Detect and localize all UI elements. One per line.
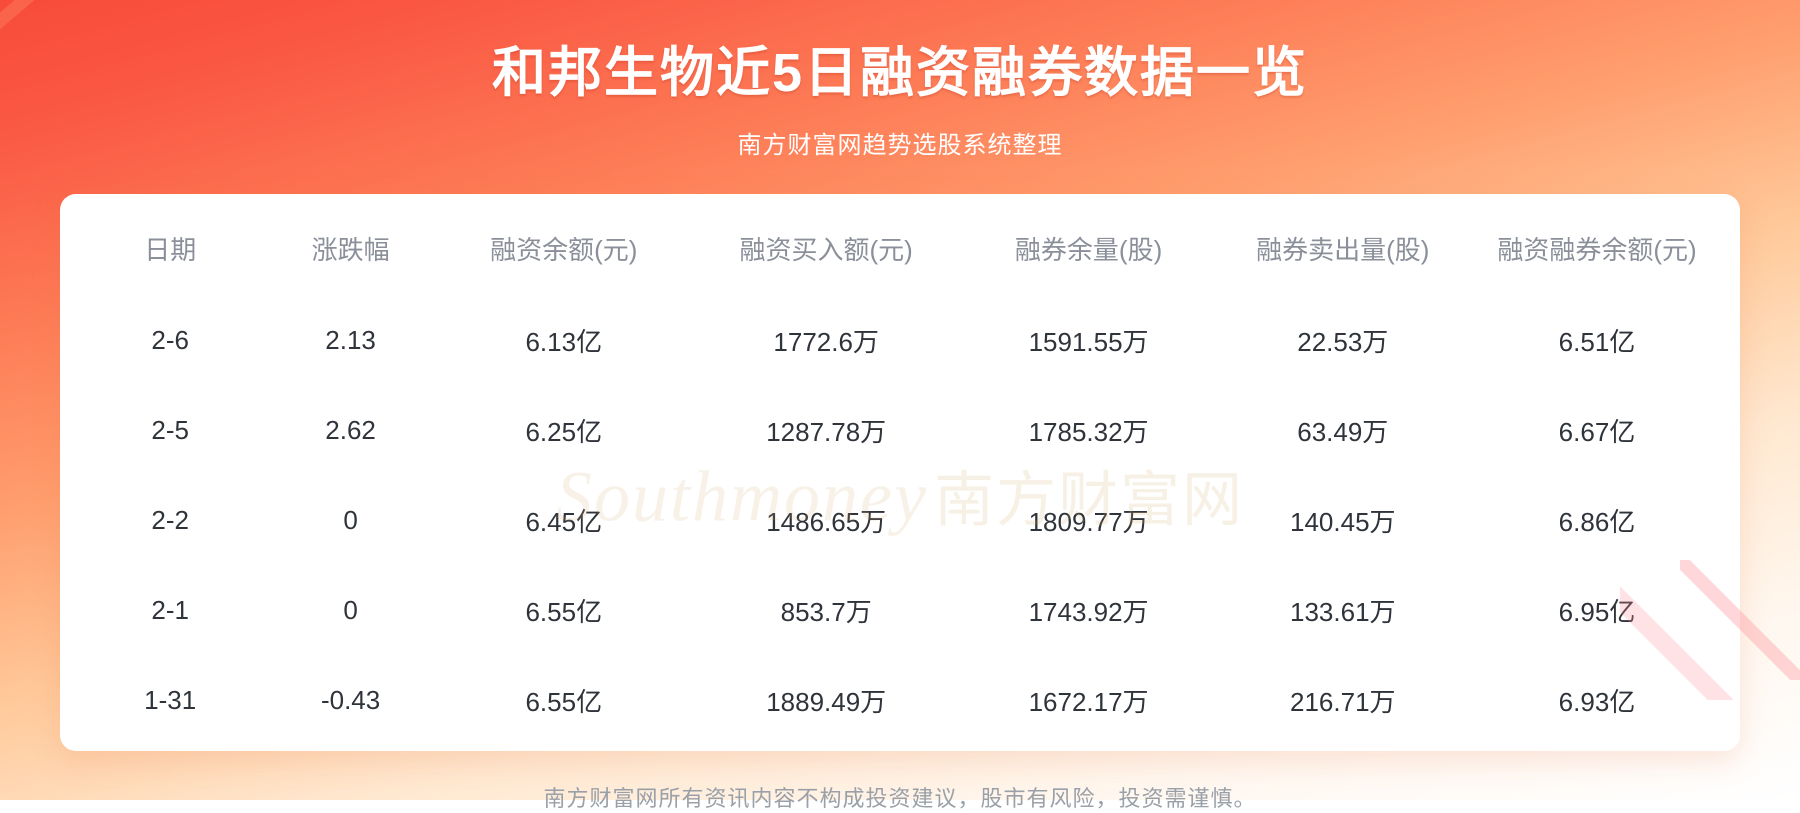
cell-date: 2-6 bbox=[80, 296, 260, 386]
cell-short-balance: 1743.92万 bbox=[966, 566, 1212, 656]
cell-short-sell: 22.53万 bbox=[1212, 296, 1474, 386]
cell-margin-buy: 1772.6万 bbox=[687, 296, 966, 386]
cell-short-sell: 133.61万 bbox=[1212, 566, 1474, 656]
col-total-balance: 融资融券余额(元) bbox=[1474, 206, 1720, 296]
cell-total-balance: 6.51亿 bbox=[1474, 296, 1720, 386]
cell-change-pct: 2.13 bbox=[260, 296, 440, 386]
cell-change-pct: -0.43 bbox=[260, 656, 440, 746]
cell-date: 2-5 bbox=[80, 386, 260, 476]
cell-short-balance: 1672.17万 bbox=[966, 656, 1212, 746]
table-row: 2-5 2.62 6.25亿 1287.78万 1785.32万 63.49万 … bbox=[80, 386, 1720, 476]
cell-margin-balance: 6.13亿 bbox=[441, 296, 687, 386]
table-row: 2-2 0 6.45亿 1486.65万 1809.77万 140.45万 6.… bbox=[80, 476, 1720, 566]
col-date: 日期 bbox=[80, 206, 260, 296]
cell-short-sell: 140.45万 bbox=[1212, 476, 1474, 566]
cell-short-balance: 1591.55万 bbox=[966, 296, 1212, 386]
cell-margin-balance: 6.55亿 bbox=[441, 656, 687, 746]
cell-short-sell: 216.71万 bbox=[1212, 656, 1474, 746]
table-header-row: 日期 涨跌幅 融资余额(元) 融资买入额(元) 融券余量(股) 融券卖出量(股)… bbox=[80, 206, 1720, 296]
col-change-pct: 涨跌幅 bbox=[260, 206, 440, 296]
cell-total-balance: 6.95亿 bbox=[1474, 566, 1720, 656]
page-title: 和邦生物近5日融资融券数据一览 bbox=[0, 28, 1800, 107]
disclaimer-text: 南方财富网所有资讯内容不构成投资建议，股市有风险，投资需谨慎。 bbox=[0, 781, 1800, 813]
cell-margin-balance: 6.55亿 bbox=[441, 566, 687, 656]
cell-change-pct: 0 bbox=[260, 566, 440, 656]
cell-margin-balance: 6.45亿 bbox=[441, 476, 687, 566]
cell-margin-buy: 853.7万 bbox=[687, 566, 966, 656]
cell-change-pct: 2.62 bbox=[260, 386, 440, 476]
cell-short-balance: 1809.77万 bbox=[966, 476, 1212, 566]
cell-margin-buy: 1486.65万 bbox=[687, 476, 966, 566]
cell-date: 2-2 bbox=[80, 476, 260, 566]
data-card: Southmoney南方财富网 日期 涨跌幅 融资余额(元) 融资买入额(元) … bbox=[60, 194, 1740, 751]
cell-total-balance: 6.86亿 bbox=[1474, 476, 1720, 566]
cell-change-pct: 0 bbox=[260, 476, 440, 566]
col-short-sell: 融券卖出量(股) bbox=[1212, 206, 1474, 296]
cell-margin-buy: 1287.78万 bbox=[687, 386, 966, 476]
cell-total-balance: 6.93亿 bbox=[1474, 656, 1720, 746]
cell-date: 2-1 bbox=[80, 566, 260, 656]
cell-short-sell: 63.49万 bbox=[1212, 386, 1474, 476]
margin-data-table: 日期 涨跌幅 融资余额(元) 融资买入额(元) 融券余量(股) 融券卖出量(股)… bbox=[80, 206, 1720, 745]
col-margin-buy: 融资买入额(元) bbox=[687, 206, 966, 296]
table-row: 1-31 -0.43 6.55亿 1889.49万 1672.17万 216.7… bbox=[80, 656, 1720, 746]
cell-date: 1-31 bbox=[80, 656, 260, 746]
col-margin-balance: 融资余额(元) bbox=[441, 206, 687, 296]
col-short-balance: 融券余量(股) bbox=[966, 206, 1212, 296]
cell-margin-buy: 1889.49万 bbox=[687, 656, 966, 746]
cell-total-balance: 6.67亿 bbox=[1474, 386, 1720, 476]
banner: 和邦生物近5日融资融券数据一览 南方财富网趋势选股系统整理 Southmoney… bbox=[0, 0, 1800, 800]
page-subtitle: 南方财富网趋势选股系统整理 bbox=[0, 125, 1800, 160]
table-row: 2-6 2.13 6.13亿 1772.6万 1591.55万 22.53万 6… bbox=[80, 296, 1720, 386]
cell-short-balance: 1785.32万 bbox=[966, 386, 1212, 476]
table-row: 2-1 0 6.55亿 853.7万 1743.92万 133.61万 6.95… bbox=[80, 566, 1720, 656]
cell-margin-balance: 6.25亿 bbox=[441, 386, 687, 476]
